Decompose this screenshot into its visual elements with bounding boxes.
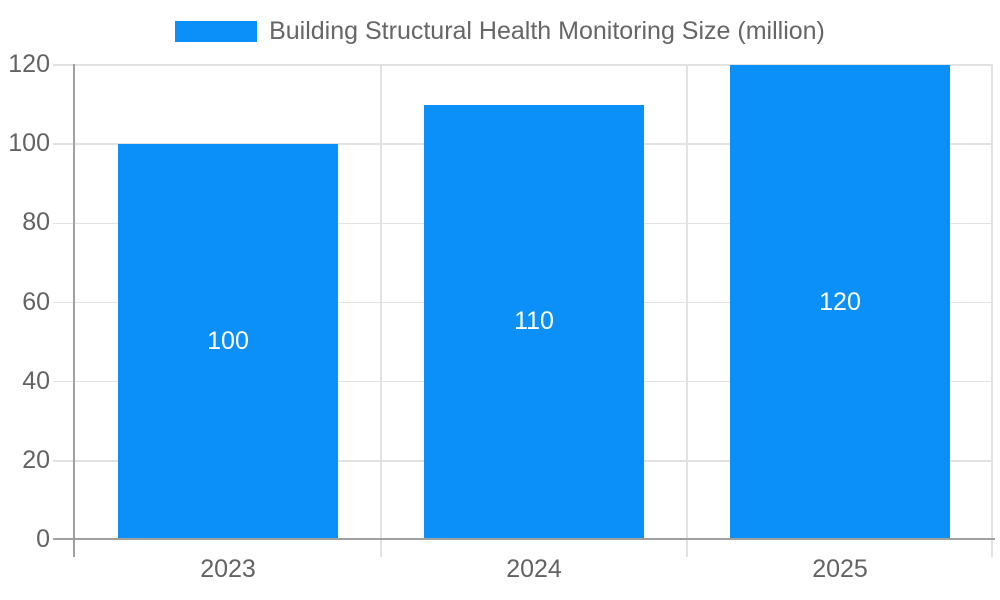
y-tick-label-60: 60: [22, 287, 50, 316]
y-tick-label-80: 80: [22, 208, 50, 237]
y-tick-label-120: 120: [8, 50, 50, 78]
bar-value-label-2024: 110: [514, 307, 554, 336]
y-tick-label-100: 100: [8, 129, 50, 158]
y-axis-line: [73, 64, 75, 557]
legend-label: Building Structural Health Monitoring Si…: [269, 17, 825, 45]
bar-2024[interactable]: [424, 104, 644, 538]
x-axis-line: [53, 538, 995, 540]
bar-value-label-2025: 120: [819, 287, 861, 316]
y-gridline-120: [53, 64, 993, 66]
bar-value-label-2023: 100: [207, 327, 249, 356]
legend-swatch: [175, 20, 258, 42]
plot-right-border: [991, 65, 993, 557]
category-separator: [380, 65, 382, 557]
y-tick-label-40: 40: [22, 366, 50, 395]
bar-2023[interactable]: [118, 144, 338, 538]
y-tick-label-20: 20: [22, 445, 50, 474]
legend[interactable]: Building Structural Health Monitoring Si…: [0, 17, 1000, 45]
y-tick-label-0: 0: [36, 525, 50, 553]
x-tick-label-2025: 2025: [812, 555, 868, 583]
x-tick-label-2023: 2023: [200, 555, 256, 583]
bar-2025[interactable]: [730, 65, 950, 538]
category-separator: [686, 65, 688, 557]
x-tick-label-2024: 2024: [506, 555, 562, 583]
